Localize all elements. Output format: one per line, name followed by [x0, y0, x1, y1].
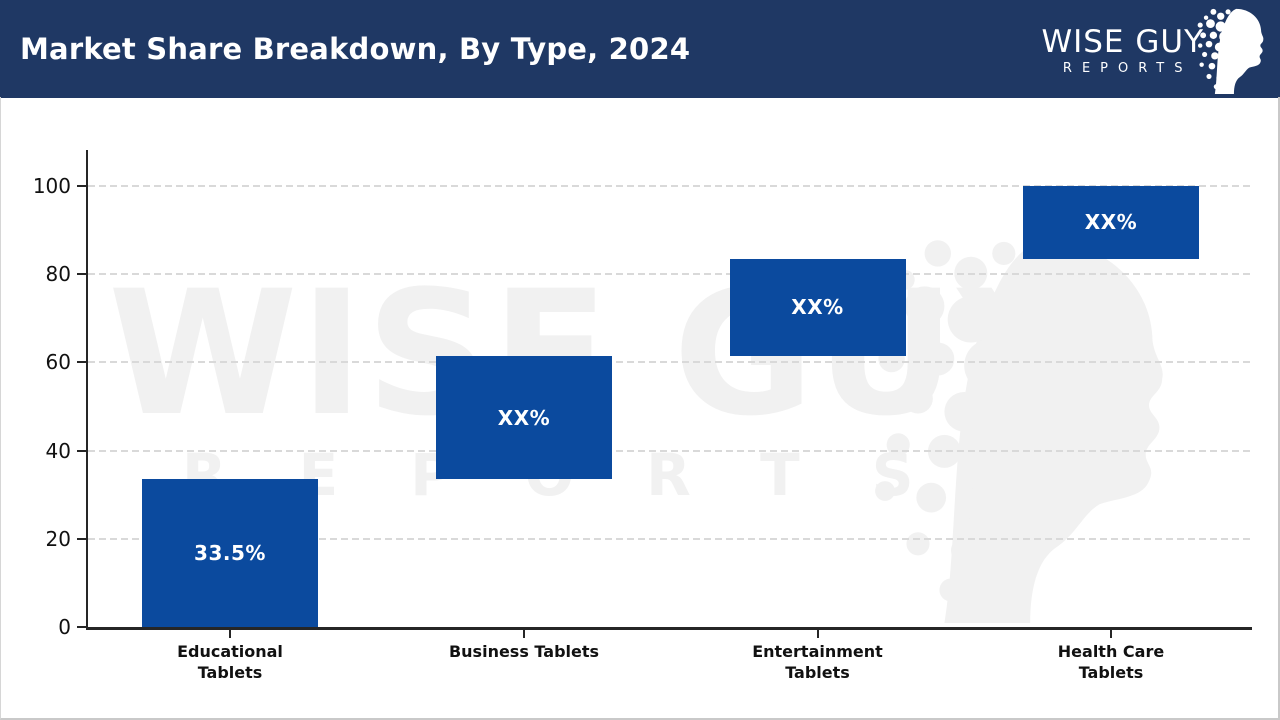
bar: XX%	[1023, 186, 1199, 259]
bar-value-label: XX%	[497, 405, 551, 430]
y-tick	[77, 361, 86, 364]
y-tick	[77, 185, 86, 187]
y-tick-label: 40	[45, 438, 71, 463]
logo-wordmark: WISE GUY	[1041, 23, 1204, 60]
y-tick-label: 0	[58, 615, 71, 639]
gridline	[88, 185, 1252, 187]
logo-subtitle: REPORTS	[1062, 60, 1193, 76]
y-axis-line	[86, 150, 88, 627]
y-tick	[77, 449, 86, 452]
gridline	[88, 449, 1252, 452]
x-axis-line	[86, 627, 1252, 630]
x-tick	[229, 630, 231, 638]
y-tick	[77, 626, 86, 628]
bar: 33.5%	[142, 479, 318, 627]
gridline	[88, 361, 1252, 364]
y-tick	[77, 537, 86, 540]
x-category-label: Health Care Tablets	[1057, 642, 1165, 682]
x-category-label: Entertainment Tablets	[752, 642, 883, 682]
y-tick-label: 60	[45, 350, 71, 375]
bar: XX%	[436, 355, 612, 480]
y-tick-label: 80	[45, 262, 71, 287]
header: Market Share Breakdown, By Type, 2024 WI…	[0, 0, 1280, 98]
logo-text: WISE GUY REPORTS	[1041, 25, 1204, 76]
bar-value-label: XX%	[791, 295, 844, 320]
bar-value-label: 33.5%	[194, 541, 266, 566]
gridline	[88, 273, 1252, 276]
logo: WISE GUY REPORTS	[1041, 4, 1272, 96]
x-category-label: Business Tablets	[448, 642, 600, 661]
y-tick-label: 100	[32, 174, 71, 198]
chart-title: Market Share Breakdown, By Type, 2024	[20, 32, 691, 66]
x-tick	[523, 630, 525, 638]
gridline	[88, 537, 1252, 540]
x-tick	[816, 630, 819, 638]
x-category-label: Educational Tablets	[177, 642, 283, 682]
y-tick	[77, 273, 86, 276]
bar-value-label: XX%	[1084, 210, 1138, 235]
bar: XX%	[729, 258, 906, 356]
x-tick	[1110, 630, 1112, 638]
y-tick-label: 20	[45, 526, 71, 551]
